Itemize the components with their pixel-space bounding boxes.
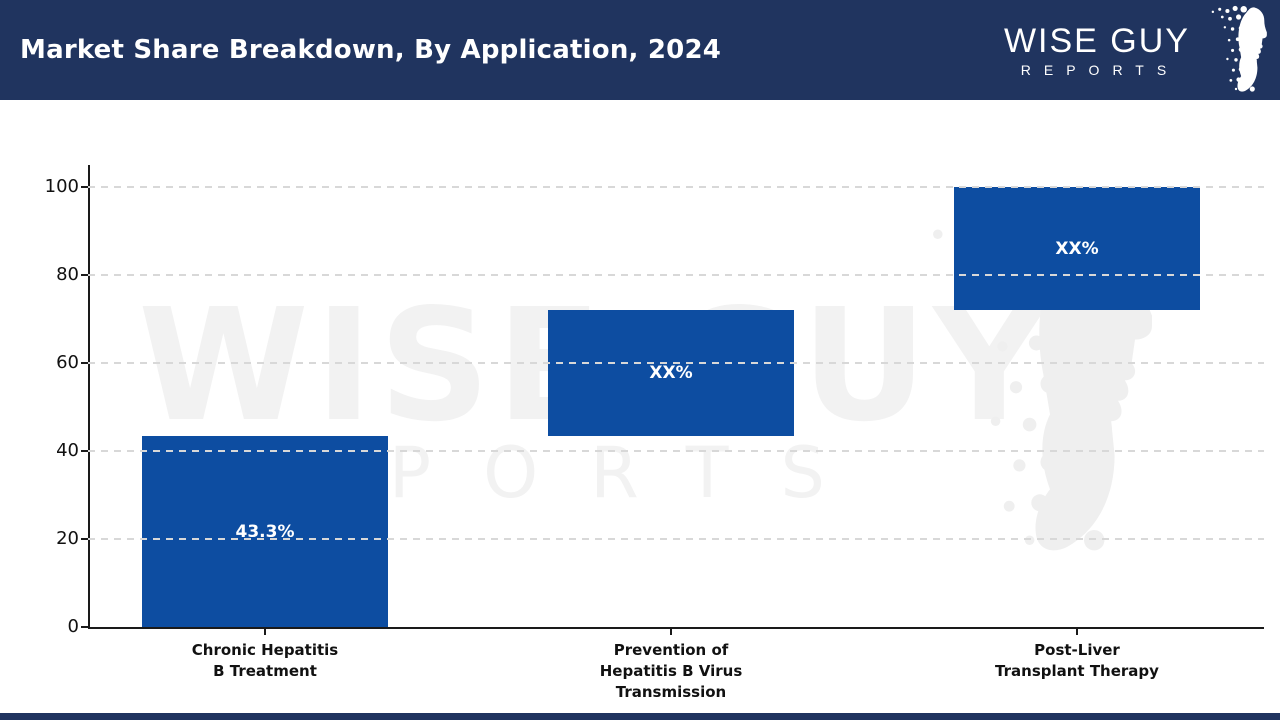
bar-value-label: XX%: [1055, 238, 1099, 259]
page-title: Market Share Breakdown, By Application, …: [20, 35, 722, 65]
y-axis-line: [88, 165, 90, 629]
y-axis-tick: [81, 362, 88, 364]
logo-face-icon: [1211, 5, 1267, 92]
x-axis-tick: [264, 629, 266, 635]
gridline: [88, 362, 1264, 364]
brand-logo: WISE GUY REPORTS: [1004, 5, 1268, 95]
x-axis-tick-label: Post-Liver Transplant Therapy: [995, 641, 1159, 680]
bar-value-label: XX%: [649, 363, 693, 384]
logo-subtext: REPORTS: [1020, 62, 1180, 78]
bar: [548, 310, 794, 437]
x-axis-tick: [1076, 629, 1078, 635]
bar: [142, 436, 388, 627]
logo-wordmark: WISE GUY: [1003, 22, 1190, 60]
bar-value-label: 43.3%: [235, 521, 295, 542]
y-axis-tick-label: 20: [56, 528, 79, 549]
y-axis-tick: [81, 450, 88, 452]
gridline: [88, 274, 1264, 276]
y-axis-tick-label: 60: [56, 352, 79, 373]
y-axis-tick: [81, 274, 88, 276]
y-axis-tick: [81, 186, 88, 188]
y-axis-tick: [81, 626, 88, 628]
gridline: [88, 450, 1264, 452]
gridline: [88, 186, 1264, 188]
logo-text-block: WISE GUY REPORTS: [1004, 22, 1190, 78]
x-axis-tick: [670, 629, 672, 635]
x-axis-tick-label: Prevention of Hepatitis B Virus Transmis…: [599, 641, 743, 701]
header-bar: Market Share Breakdown, By Application, …: [0, 0, 1280, 100]
y-axis-tick-label: 100: [44, 176, 79, 197]
y-axis-tick-label: 80: [56, 264, 79, 285]
y-axis-tick-label: 40: [56, 440, 79, 461]
y-axis-tick: [81, 538, 88, 540]
x-axis-line: [88, 627, 1264, 629]
gridline: [88, 538, 1264, 540]
footer-bar: [0, 713, 1280, 720]
bar: [954, 187, 1200, 311]
x-axis-tick-label: Chronic Hepatitis B Treatment: [191, 641, 339, 680]
y-axis-tick-label: 0: [67, 616, 79, 637]
